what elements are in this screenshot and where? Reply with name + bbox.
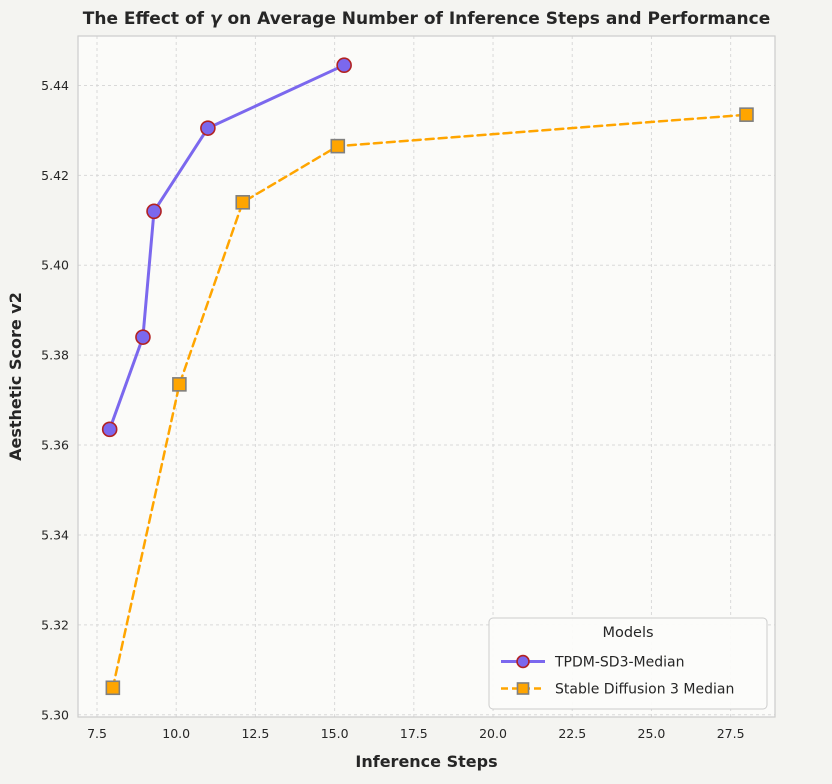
y-tick-label: 5.42: [41, 168, 69, 183]
chart-title: The Effect of γ on Average Number of Inf…: [83, 9, 770, 29]
y-tick-label: 5.32: [41, 617, 69, 632]
axes-spines: [77, 35, 776, 718]
x-tick-label: 22.5: [558, 726, 586, 741]
legend-title: Models: [602, 625, 653, 641]
y-axis-label: Aesthetic Score v2: [6, 292, 25, 461]
legend-box: [488, 617, 768, 710]
y-tick-label: 5.30: [41, 707, 69, 722]
marker-circle: [516, 654, 530, 669]
legend-entry-label: Stable Diffusion 3 Median: [555, 682, 734, 698]
marker-circle: [200, 120, 216, 136]
y-tick-label: 5.40: [41, 258, 69, 273]
x-tick-label: 15.0: [321, 726, 349, 741]
marker-circle: [135, 329, 151, 345]
gamma-symbol: γ: [210, 9, 223, 29]
y-tick-label: 5.34: [41, 527, 69, 542]
marker-circle: [146, 203, 162, 220]
marker-circle: [336, 57, 352, 74]
y-tick-label: 5.38: [41, 348, 69, 363]
x-tick-label: 25.0: [638, 726, 666, 741]
marker-square: [235, 195, 251, 210]
marker-square: [105, 680, 121, 696]
x-tick-label: 7.5: [87, 726, 107, 741]
x-tick-label: 17.5: [400, 726, 428, 741]
x-tick-label: 27.5: [717, 726, 745, 741]
y-tick-label: 5.36: [41, 438, 69, 453]
gridlines: [78, 36, 775, 717]
marker-square: [330, 138, 346, 154]
marker-square: [516, 682, 530, 695]
series: [101, 57, 754, 696]
legend-entry-label: TPDM-SD3-Median: [554, 655, 684, 671]
marker-circle: [101, 421, 118, 438]
y-tick-label: 5.44: [41, 78, 69, 93]
marker-square: [739, 107, 754, 122]
x-tick-label: 20.0: [479, 726, 507, 741]
tick-labels: 7.5 10.0 12.5 15.0 17.5 20.0 22.5 25.0 27.5 5.30 5…: [41, 78, 744, 741]
series-line: [111, 113, 748, 690]
x-tick-label: 12.5: [241, 726, 269, 741]
x-axis-label: Inference Steps: [355, 752, 497, 771]
legend: Models TPDM-SD3-Median Stable Diffusion 3 …: [488, 617, 768, 710]
x-tick-label: 10.0: [162, 726, 190, 741]
marker-square: [172, 377, 187, 392]
